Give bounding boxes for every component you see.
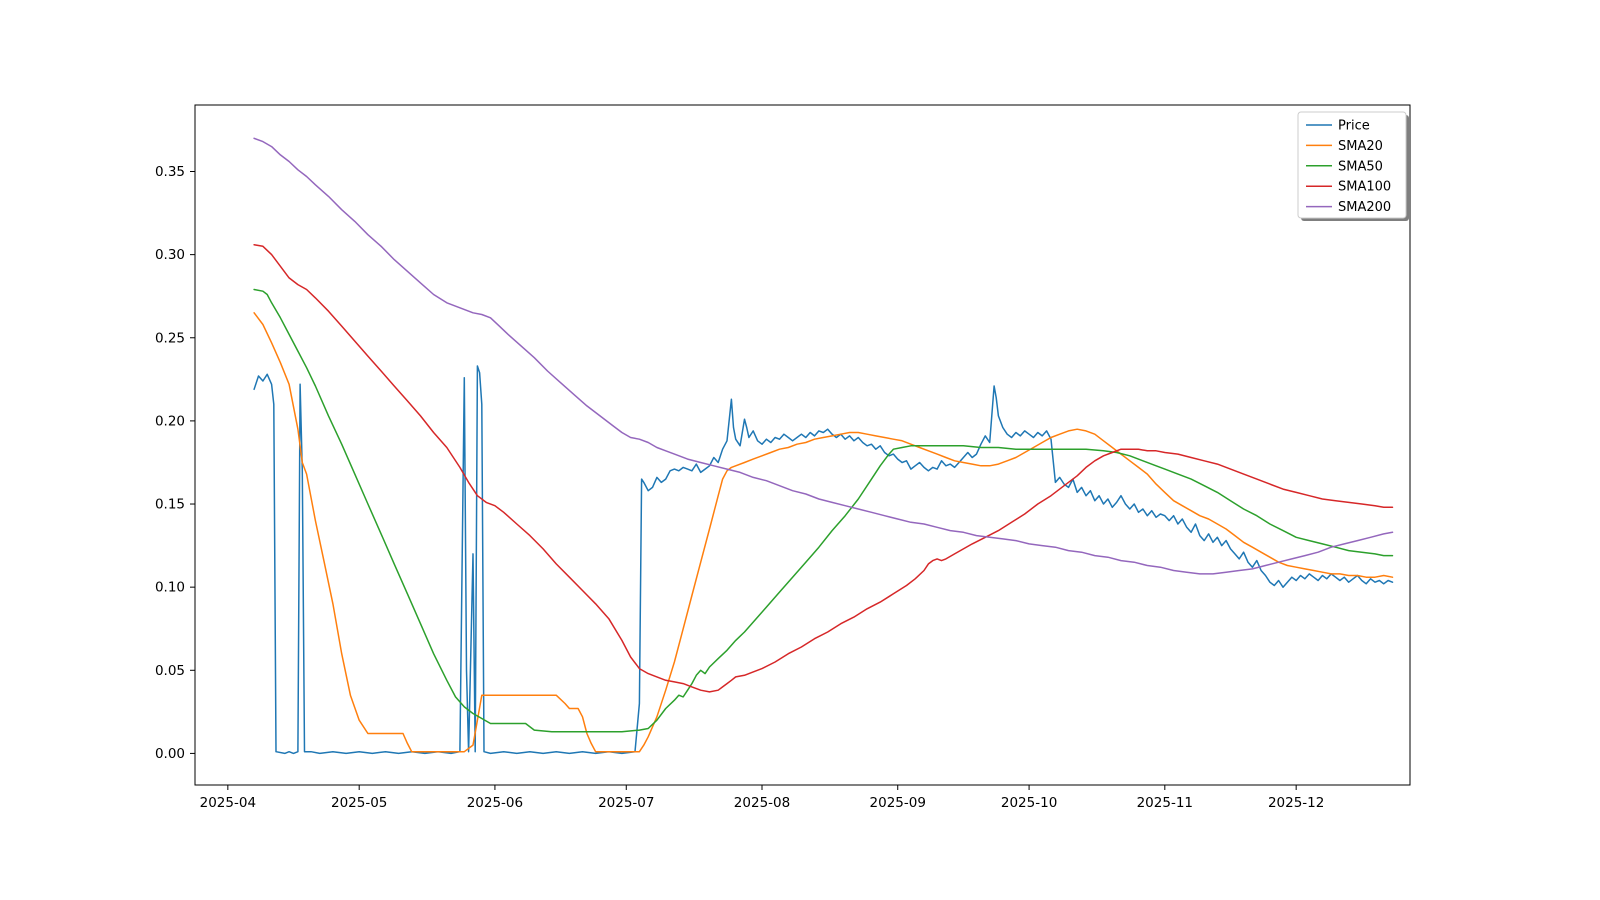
y-tick-label: 0.35: [155, 164, 185, 180]
x-tick-label: 2025-09: [870, 795, 926, 811]
legend-label-sma100: SMA100: [1338, 180, 1391, 195]
series-line-sma50: [253, 288, 1394, 733]
series-line-price: [253, 365, 1394, 755]
series-line-sma20: [253, 312, 1394, 753]
x-tick-label: 2025-06: [467, 795, 523, 811]
x-tick-label: 2025-08: [734, 795, 790, 811]
y-tick-label: 0.00: [155, 746, 185, 762]
y-tick-label: 0.05: [155, 663, 185, 679]
x-tick-label: 2025-11: [1137, 795, 1193, 811]
plot-area: [194, 104, 1411, 786]
series-line-sma200: [253, 137, 1394, 575]
x-tick-label: 2025-10: [1001, 795, 1057, 811]
legend-label-sma200: SMA200: [1338, 200, 1391, 215]
legend-box: [1297, 111, 1407, 219]
x-tick-label: 2025-12: [1268, 795, 1324, 811]
y-tick-label: 0.30: [155, 247, 185, 263]
y-tick-label: 0.25: [155, 330, 185, 346]
x-tick-label: 2025-05: [331, 795, 387, 811]
y-tick-label: 0.15: [155, 497, 185, 513]
x-tick-label: 2025-04: [200, 795, 256, 811]
y-tick-label: 0.20: [155, 413, 185, 429]
legend-label-price: Price: [1338, 119, 1370, 134]
legend-label-sma50: SMA50: [1338, 159, 1383, 174]
legend-label-sma20: SMA20: [1338, 139, 1383, 154]
x-tick-label: 2025-07: [598, 795, 654, 811]
y-tick-label: 0.10: [155, 580, 185, 596]
series-line-sma100: [253, 243, 1394, 693]
